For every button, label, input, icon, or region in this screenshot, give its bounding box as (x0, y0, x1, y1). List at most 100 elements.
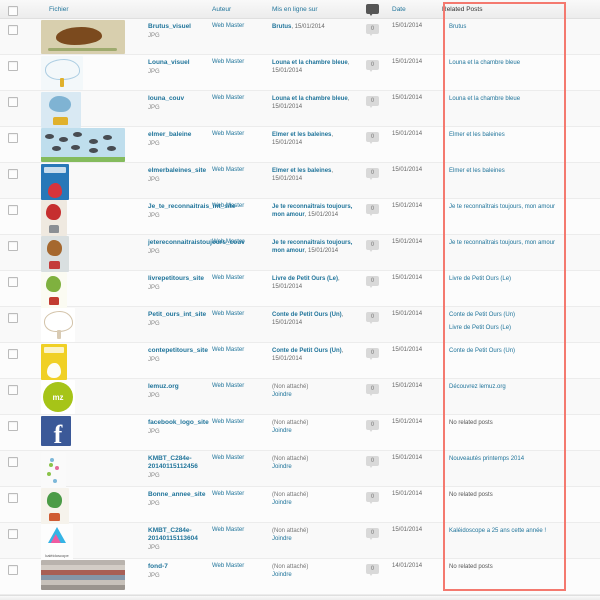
related-post-link[interactable]: Je te reconnaîtrais toujours, mon amour (449, 204, 556, 210)
author-link[interactable]: Web Master (212, 167, 245, 173)
comment-count-bubble[interactable]: 0 (366, 420, 379, 432)
row-checkbox[interactable] (8, 97, 18, 107)
related-post-link[interactable]: Conte de Petit Ours (Un) (449, 312, 516, 318)
uploaded-post-link[interactable]: Louna et la chambre bleue (272, 96, 348, 102)
related-post-link[interactable]: Louna et la chambre bleue (449, 60, 521, 66)
related-post-link[interactable]: Elmer et les baleines (449, 132, 505, 138)
comment-count-bubble[interactable]: 0 (366, 492, 379, 504)
comment-count-bubble[interactable]: 0 (366, 60, 379, 72)
comment-count-bubble[interactable]: 0 (366, 96, 379, 108)
author-link[interactable]: Web Master (212, 455, 245, 461)
author-link[interactable]: Web Master (212, 311, 245, 317)
uploaded-post-link[interactable]: Louna et la chambre bleue (272, 60, 348, 66)
author-link[interactable]: Web Master (212, 419, 245, 425)
file-title-link[interactable]: elmerbaleines_site (148, 167, 207, 174)
file-title-link[interactable]: Petit_ours_int_site (148, 311, 207, 318)
file-title-link[interactable]: Bonne_annee_site (148, 491, 206, 498)
author-link[interactable]: Web Master (212, 23, 245, 29)
related-post-link[interactable]: Louna et la chambre bleue (449, 96, 521, 102)
file-title-link[interactable]: KMBT_C284e-20140115113604 (148, 527, 198, 542)
author-link[interactable]: Web Master (212, 383, 245, 389)
attach-link[interactable]: Joindre (272, 572, 292, 578)
author-link[interactable]: Web Master (212, 203, 245, 209)
comment-count-bubble[interactable]: 0 (366, 24, 379, 36)
row-checkbox[interactable] (8, 169, 18, 179)
file-title-link[interactable]: contepetitours_site (148, 347, 208, 354)
row-checkbox[interactable] (8, 457, 18, 467)
file-title-link[interactable]: fond-7 (148, 563, 168, 570)
select-all-checkbox[interactable] (8, 6, 18, 16)
uploaded-post-link[interactable]: Elmer et les baleines (272, 132, 332, 138)
row-checkbox[interactable] (8, 241, 18, 251)
file-title-link[interactable]: livrepetitours_site (148, 275, 204, 282)
comment-count-bubble[interactable]: 0 (366, 456, 379, 468)
row-checkbox[interactable] (8, 529, 18, 539)
comment-count-bubble[interactable]: 0 (366, 312, 379, 324)
comment-count-bubble[interactable]: 0 (366, 240, 379, 252)
column-header-author[interactable]: Auteur (206, 0, 266, 19)
author-link[interactable]: Web Master (212, 239, 245, 245)
author-link[interactable]: Web Master (212, 527, 245, 533)
row-checkbox[interactable] (8, 61, 18, 71)
column-header-file[interactable]: Fichier (36, 0, 206, 19)
attach-link[interactable]: Joindre (272, 392, 292, 398)
uploaded-post-link[interactable]: Conte de Petit Ours (Un) (272, 312, 342, 318)
related-post-link[interactable]: Je te reconnaîtrais toujours, mon amour (449, 240, 556, 246)
comment-count-bubble[interactable]: 0 (366, 276, 379, 288)
related-post-link[interactable]: Découvrez lemuz.org (449, 384, 506, 390)
uploaded-post-link[interactable]: Je te reconnaîtrais toujours, mon amour (272, 204, 353, 218)
row-checkbox[interactable] (8, 277, 18, 287)
attach-link[interactable]: Joindre (272, 428, 292, 434)
attach-link[interactable]: Joindre (272, 500, 292, 506)
file-title-link[interactable]: facebook_logo_site (148, 419, 209, 426)
column-header-comments[interactable] (360, 0, 386, 19)
file-title-link[interactable]: Louna_visuel (148, 59, 190, 66)
comment-count-bubble[interactable]: 0 (366, 132, 379, 144)
row-checkbox[interactable] (8, 493, 18, 503)
attach-link[interactable]: Joindre (272, 536, 292, 542)
row-checkbox[interactable] (8, 349, 18, 359)
uploaded-post-link[interactable]: Je te reconnaîtrais toujours, mon amour (272, 240, 353, 254)
uploaded-post-link[interactable]: Conte de Petit Ours (Un) (272, 348, 342, 354)
row-checkbox[interactable] (8, 385, 18, 395)
related-post-link[interactable]: Conte de Petit Ours (Un) (449, 348, 516, 354)
related-post-link[interactable]: Elmer et les baleines (449, 168, 505, 174)
uploaded-post-link[interactable]: Livre de Petit Ours (Le) (272, 276, 339, 282)
related-post-link[interactable]: Livre de Petit Ours (Le) (449, 325, 512, 331)
related-post-link[interactable]: Livre de Petit Ours (Le) (449, 276, 512, 282)
row-checkbox[interactable] (8, 313, 18, 323)
row-checkbox[interactable] (8, 133, 18, 143)
file-title-link[interactable]: louna_couv (148, 95, 185, 102)
author-link[interactable]: Web Master (212, 275, 245, 281)
author-link[interactable]: Web Master (212, 563, 245, 569)
attach-link[interactable]: Joindre (272, 464, 292, 470)
author-link[interactable]: Web Master (212, 347, 245, 353)
author-link[interactable]: Web Master (212, 491, 245, 497)
file-title-link[interactable]: KMBT_C284e-20140115112456 (148, 455, 198, 470)
author-link[interactable]: Web Master (212, 59, 245, 65)
comment-count-bubble[interactable]: 0 (366, 168, 379, 180)
related-post-link[interactable]: Brutus (449, 24, 467, 30)
row-checkbox[interactable] (8, 565, 18, 575)
file-title-link[interactable]: Brutus_visuel (148, 23, 191, 30)
column-header-date[interactable]: Date (386, 0, 436, 19)
file-title-link[interactable]: Je_te_reconnaitrais_int_site (148, 203, 236, 210)
related-post-link[interactable]: Nouveautés printemps 2014 (449, 456, 525, 462)
file-title-link[interactable]: lemuz.org (148, 383, 179, 390)
author-link[interactable]: Web Master (212, 131, 245, 137)
comment-count-bubble[interactable]: 0 (366, 348, 379, 360)
uploaded-post-link[interactable]: Elmer et les baleines (272, 168, 332, 174)
file-title-link[interactable]: jetereconnaitraistoujours_couv (148, 239, 245, 246)
file-title-link[interactable]: elmer_baleine (148, 131, 192, 138)
author-link[interactable]: Web Master (212, 95, 245, 101)
comment-count-bubble[interactable]: 0 (366, 384, 379, 396)
row-checkbox[interactable] (8, 205, 18, 215)
comment-count-bubble[interactable]: 0 (366, 564, 379, 576)
comment-count-bubble[interactable]: 0 (366, 528, 379, 540)
row-checkbox[interactable] (8, 421, 18, 431)
related-post-link[interactable]: Kaléidoscope a 25 ans cette année ! (449, 528, 547, 534)
comment-count-bubble[interactable]: 0 (366, 204, 379, 216)
row-checkbox[interactable] (8, 25, 18, 35)
column-header-uploaded[interactable]: Mis en ligne sur (266, 0, 360, 19)
uploaded-post-link[interactable]: Brutus (272, 24, 292, 30)
